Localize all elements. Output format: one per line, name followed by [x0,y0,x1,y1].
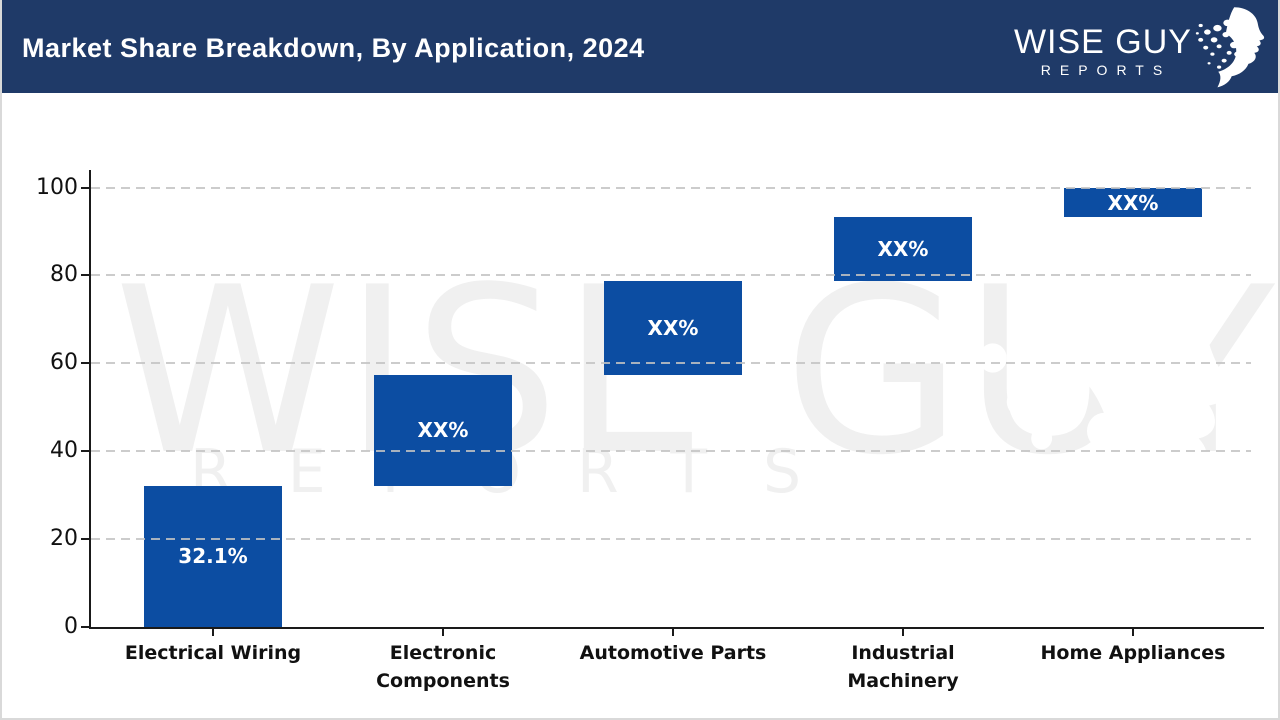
y-tick-mark [81,362,89,365]
category-label: Home Appliances [1040,642,1226,664]
bar-value-label: 32.1% [178,544,248,569]
gridline [91,186,1251,189]
x-tick-mark [672,629,674,636]
logo-wordmark: WISE GUY [1013,22,1192,61]
category-label: Electronic Components [376,642,510,692]
gridline [91,274,1251,277]
bar-value-label: XX% [647,315,699,340]
y-tick-mark [81,274,89,277]
bar-segment [834,217,972,281]
x-tick-mark [442,629,444,636]
y-tick-label: 60 [50,350,78,376]
x-axis-spine [89,627,1264,629]
header-bar: Market Share Breakdown, By Application, … [2,0,1278,93]
y-tick-label: 100 [36,174,78,200]
page-title: Market Share Breakdown, By Application, … [22,33,645,63]
y-tick-label: 80 [50,262,78,288]
gridline [91,450,1251,453]
category-label: Industrial Machinery [847,642,959,692]
logo-text: WISE GUY REPORTS [1013,22,1192,79]
y-axis-spine [89,170,91,629]
dotted-face-icon [1195,7,1265,88]
bar-value-label: XX% [877,237,929,262]
bar-segment [604,280,742,375]
bar-segment [374,374,512,486]
y-tick-label: 40 [50,438,78,464]
category-label: Automotive Parts [579,642,767,664]
y-tick-label: 0 [64,614,78,639]
x-tick-mark [1132,629,1134,636]
y-tick-mark [81,186,89,189]
y-tick-mark [81,538,89,541]
gridline [91,362,1251,365]
wise-guy-reports-logo: WISE GUY REPORTS [1014,6,1266,88]
category-label: Electrical Wiring [124,642,302,664]
x-tick-mark [902,629,904,636]
gridline [91,538,1251,541]
bar-value-label: XX% [417,418,469,443]
bar-segment [144,485,282,627]
logo-subtitle: REPORTS [1040,62,1172,79]
bar-segment [1064,187,1202,218]
y-tick-label: 20 [50,526,78,552]
y-tick-mark [81,626,89,628]
x-tick-mark [212,629,214,636]
bar-value-label: XX% [1107,190,1159,215]
y-tick-mark [81,450,89,453]
